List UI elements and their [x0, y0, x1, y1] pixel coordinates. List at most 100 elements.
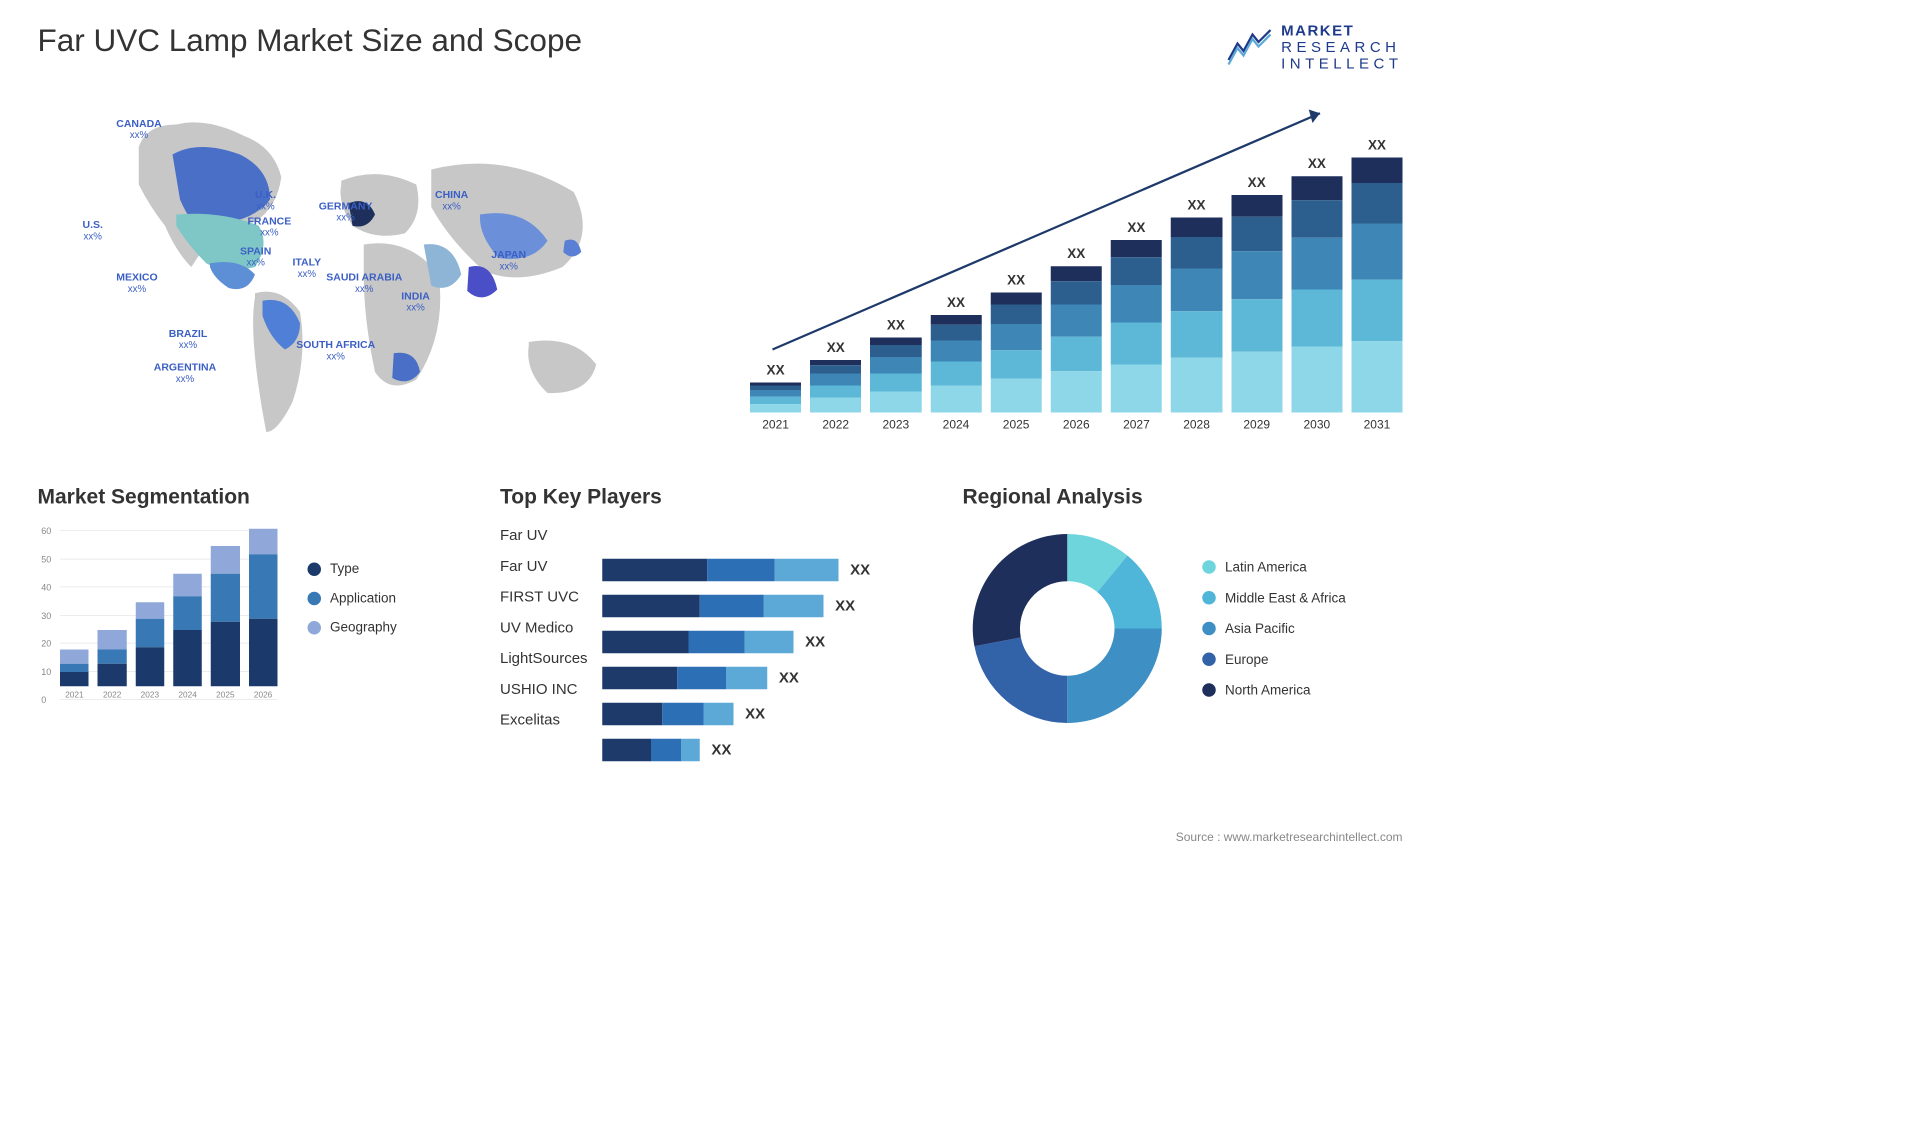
map-label: ARGENTINAxx% — [154, 361, 216, 384]
regional-panel: Regional Analysis Latin America Middle Ea… — [963, 485, 1403, 762]
legend-item: Latin America — [1203, 559, 1346, 575]
source-text: Source : www.marketresearchintellect.com — [1176, 831, 1403, 845]
bar-group: XX 2031 — [1351, 137, 1402, 432]
player-value: XX — [779, 669, 799, 686]
player-value: XX — [805, 633, 825, 650]
y-tick-label: 30 — [41, 610, 51, 621]
player-name: Far UV — [500, 558, 588, 575]
brand-logo: MARKET RESEARCH INTELLECT — [1227, 23, 1402, 73]
player-name: Far UV — [500, 527, 588, 544]
player-value: XX — [850, 561, 870, 578]
segmentation-title: Market Segmentation — [38, 485, 478, 509]
bar-value-label: XX — [767, 362, 785, 378]
y-tick-label: 50 — [41, 554, 51, 565]
map-label: U.K.xx% — [255, 188, 276, 211]
bar-value-label: XX — [1007, 272, 1025, 288]
bar-value-label: XX — [947, 295, 965, 311]
player-bar-row: XX — [603, 595, 940, 618]
bar-value-label: XX — [1308, 156, 1326, 172]
bar-year-label: 2025 — [1003, 419, 1030, 433]
map-label: FRANCExx% — [248, 215, 292, 238]
regional-legend: Latin America Middle East & Africa Asia Pa… — [1203, 559, 1346, 698]
bar-group: XX 2024 — [930, 295, 981, 432]
player-name: UV Medico — [500, 620, 588, 637]
seg-year-label: 2023 — [141, 691, 159, 700]
seg-year-label: 2024 — [178, 691, 196, 700]
players-panel: Top Key Players Far UV Far UV FIRST UVC UV … — [500, 485, 940, 762]
legend-item: Geography — [308, 620, 397, 636]
bar-year-label: 2029 — [1243, 419, 1270, 433]
map-label: SOUTH AFRICAxx% — [296, 338, 375, 361]
legend-item: Asia Pacific — [1203, 621, 1346, 637]
world-map: CANADAxx%U.S.xx%MEXICOxx%BRAZILxx%ARGENT… — [38, 95, 706, 455]
bar-group: XX 2030 — [1291, 156, 1342, 432]
map-label: ITALYxx% — [293, 256, 322, 279]
seg-year-label: 2022 — [103, 691, 121, 700]
players-title: Top Key Players — [500, 485, 940, 509]
map-label: SPAINxx% — [240, 245, 271, 268]
bar-year-label: 2028 — [1183, 419, 1210, 433]
player-bar-row: XX — [603, 703, 940, 726]
map-label: MEXICOxx% — [116, 271, 157, 294]
map-label: JAPANxx% — [491, 248, 526, 271]
map-label: CANADAxx% — [116, 117, 162, 140]
bar-value-label: XX — [827, 340, 845, 356]
y-tick-label: 20 — [41, 638, 51, 649]
bar-year-label: 2030 — [1303, 419, 1330, 433]
legend-item: Type — [308, 561, 397, 577]
legend-item: Middle East & Africa — [1203, 590, 1346, 606]
y-tick-label: 40 — [41, 582, 51, 593]
segmentation-legend: Type Application Geography — [308, 524, 397, 719]
seg-year-label: 2026 — [254, 691, 272, 700]
bar-year-label: 2022 — [822, 419, 849, 433]
bar-year-label: 2021 — [762, 419, 789, 433]
bar-year-label: 2027 — [1123, 419, 1150, 433]
bar-year-label: 2026 — [1063, 419, 1090, 433]
bar-group: XX 2028 — [1171, 197, 1222, 432]
map-label: CHINAxx% — [435, 188, 468, 211]
bar-group: XX 2026 — [1051, 246, 1102, 432]
donut-chart — [963, 524, 1173, 734]
segmentation-panel: Market Segmentation 0 10 20 30 40 50 60 2021 202… — [38, 485, 478, 762]
bar-year-label: 2023 — [883, 419, 910, 433]
legend-item: Europe — [1203, 651, 1346, 667]
bar-group: XX2029 — [1231, 175, 1282, 432]
bar-year-label: 2024 — [943, 419, 970, 433]
segmentation-chart: 0 10 20 30 40 50 60 2021 2022 2023 2024 2025 2026 — [38, 524, 278, 719]
y-tick-label: 10 — [41, 666, 51, 677]
seg-year-label: 2021 — [65, 691, 83, 700]
page-title: Far UVC Lamp Market Size and Scope — [38, 23, 582, 59]
player-bar-row: XX — [603, 739, 940, 762]
y-tick-label: 0 — [41, 695, 46, 706]
bar-group: XX 2023 — [870, 317, 921, 432]
regional-title: Regional Analysis — [963, 485, 1403, 509]
y-tick-label: 60 — [41, 526, 51, 537]
player-value: XX — [835, 597, 855, 614]
bar-year-label: 2031 — [1364, 419, 1391, 433]
logo-line2: RESEARCH — [1281, 39, 1402, 56]
seg-year-label: 2025 — [216, 691, 234, 700]
map-label: SAUDI ARABIAxx% — [326, 271, 402, 294]
map-label: INDIAxx% — [401, 290, 430, 313]
player-name: LightSources — [500, 650, 588, 667]
legend-item: North America — [1203, 682, 1346, 698]
player-value: XX — [711, 741, 731, 758]
bar-value-label: XX — [1188, 197, 1206, 213]
player-name: FIRST UVC — [500, 589, 588, 606]
map-label: GERMANYxx% — [319, 200, 373, 223]
bar-group: XX 2022 — [810, 340, 861, 432]
player-bar-row: XX — [603, 559, 940, 582]
bar-value-label: XX — [1368, 137, 1386, 153]
donut-slice — [975, 637, 1068, 723]
player-bar-row: XX — [603, 667, 940, 690]
bar-value-label: XX — [887, 317, 905, 333]
bar-group: XX 2021 — [750, 362, 801, 432]
bar-value-label: XX — [1067, 246, 1085, 262]
donut-slice — [1068, 629, 1163, 724]
bar-group: XX 2025 — [991, 272, 1042, 432]
map-label: BRAZILxx% — [169, 327, 207, 350]
growth-bar-chart: XX2021XX2022XX2023XX2024XX2025XX2026XX20… — [735, 95, 1403, 455]
logo-line3: INTELLECT — [1281, 56, 1402, 73]
donut-slice — [973, 534, 1068, 646]
legend-item: Application — [308, 590, 397, 606]
